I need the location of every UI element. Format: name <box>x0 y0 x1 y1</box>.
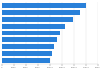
Bar <box>2 58 50 63</box>
Bar <box>2 51 52 56</box>
Bar <box>2 31 60 35</box>
Bar <box>2 44 54 49</box>
Bar <box>2 37 57 42</box>
Bar <box>2 10 80 15</box>
Bar <box>2 24 65 29</box>
Bar <box>2 3 86 8</box>
Bar <box>2 17 73 22</box>
